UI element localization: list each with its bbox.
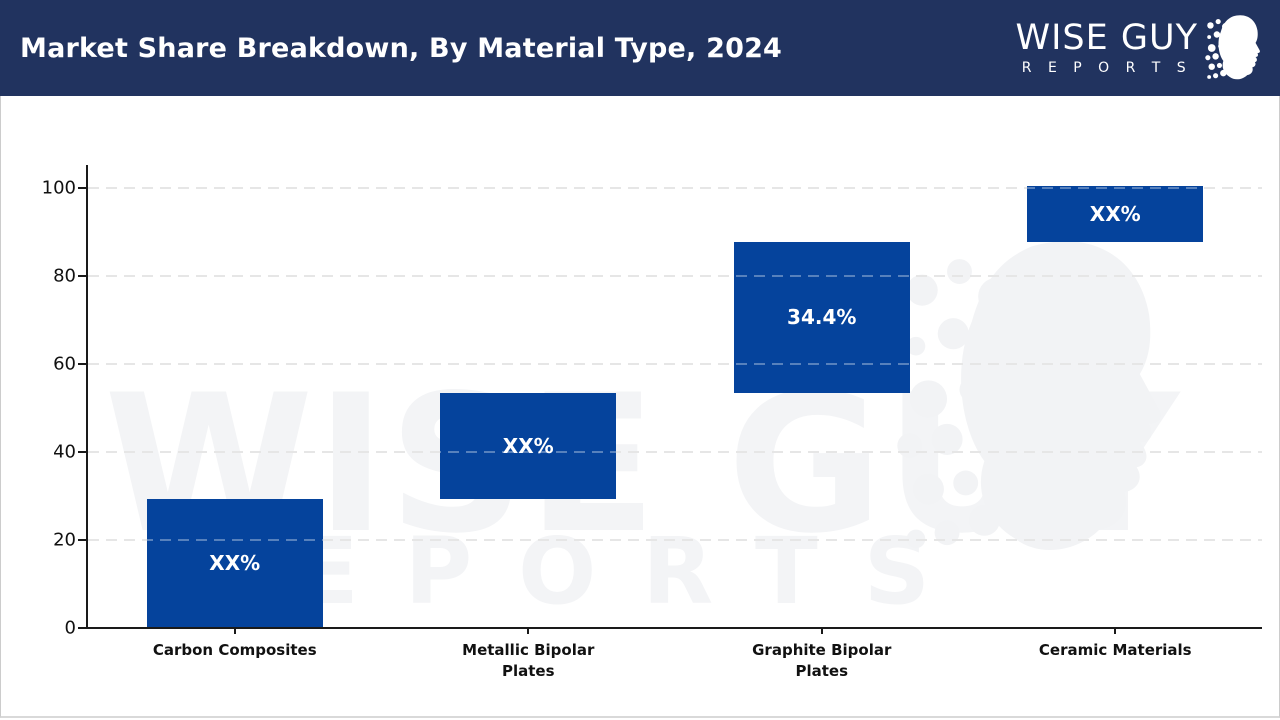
y-tick-mark (78, 363, 86, 365)
bar (440, 392, 617, 499)
bar (146, 498, 323, 627)
bar (1027, 186, 1204, 242)
y-tick-mark (78, 539, 86, 541)
y-tick-label: 80 (53, 265, 76, 287)
x-category-label: Graphite Bipolar Plates (752, 641, 892, 680)
logo-wordmark: WISE GUY (1015, 18, 1198, 58)
gridline (88, 539, 1262, 541)
gridline-overlay (88, 187, 1262, 189)
gridline-overlay (88, 539, 1262, 541)
y-tick-mark (78, 451, 86, 453)
bar-value-label: 34.4% (787, 305, 857, 330)
x-tick-mark (1114, 627, 1117, 634)
x-tick-mark (527, 627, 530, 634)
gridline-overlay (88, 363, 1262, 365)
y-tick-mark (78, 275, 86, 277)
y-tick-label: 60 (53, 353, 76, 375)
y-tick-label: 40 (53, 441, 76, 463)
bar-value-label: XX% (1089, 201, 1141, 226)
x-axis (86, 627, 1262, 629)
y-tick-mark (78, 627, 86, 629)
y-tick-mark (78, 187, 86, 189)
y-axis (86, 165, 88, 629)
page-title: Market Share Breakdown, By Material Type… (20, 32, 783, 64)
x-tick-mark (820, 627, 823, 634)
gridline (88, 275, 1262, 277)
x-category-label: Carbon Composites (152, 641, 317, 659)
gridline (88, 363, 1262, 365)
wiseguy-logo: WISE GUY R E P O R T S (1015, 12, 1262, 84)
x-tick-mark (233, 627, 236, 634)
gridline-overlay (88, 451, 1262, 453)
bar-value-label: XX% (209, 550, 261, 575)
gridline-overlay (88, 275, 1262, 277)
y-tick-label: 100 (41, 177, 76, 199)
x-category-label: Metallic Bipolar Plates (462, 641, 595, 680)
y-tick-label: 20 (53, 529, 76, 551)
logo-subtext: R E P O R T S (1021, 60, 1192, 76)
gridline (88, 451, 1262, 453)
bar (733, 241, 910, 393)
bar-value-label: XX% (502, 433, 554, 458)
logo-text: WISE GUY R E P O R T S (1015, 18, 1198, 76)
y-tick-label: 0 (64, 617, 76, 639)
gridline (88, 187, 1262, 189)
header-bar: Market Share Breakdown, By Material Type… (0, 0, 1280, 96)
x-category-label: Ceramic Materials (1038, 641, 1192, 659)
